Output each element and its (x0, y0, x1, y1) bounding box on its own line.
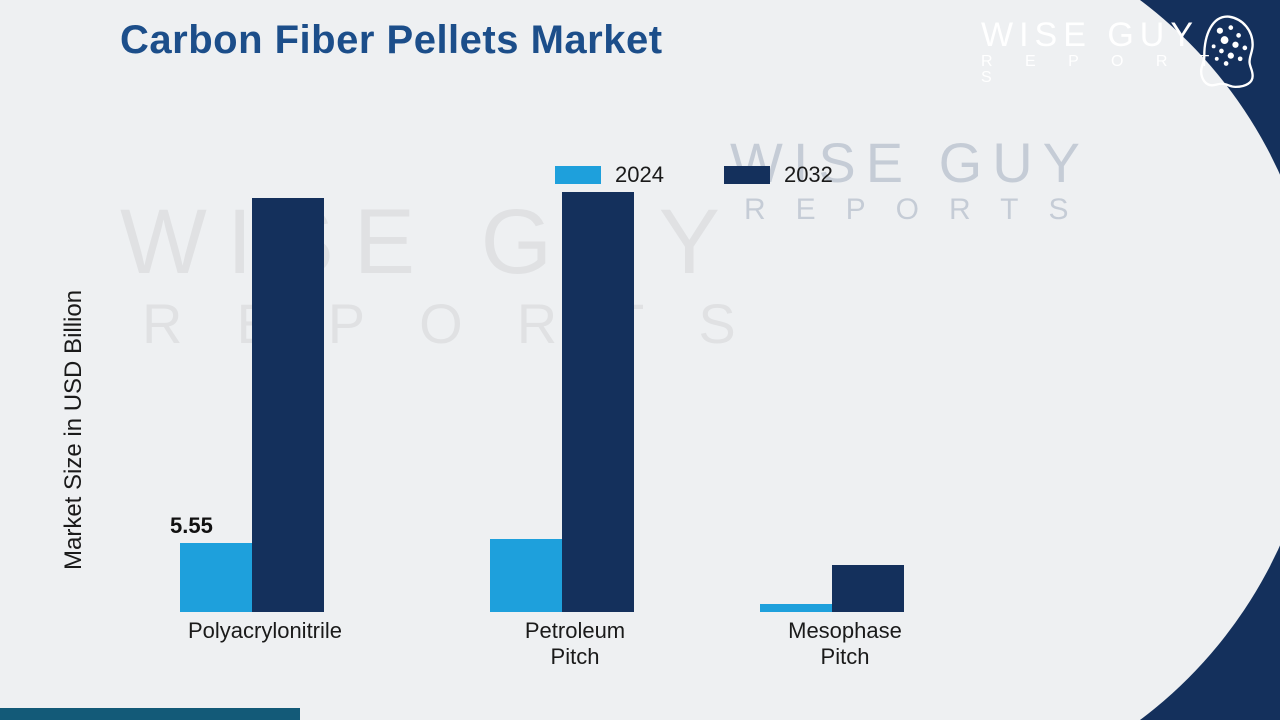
bar-2024 (760, 604, 832, 612)
legend-swatch-2024 (555, 166, 601, 184)
x-axis-label: Polyacrylonitrile (165, 618, 365, 644)
y-axis-label: Market Size in USD Billion (60, 290, 88, 570)
bar-2024 (180, 543, 252, 612)
legend-item-2032: 2032 (724, 162, 833, 188)
legend: 2024 2032 (555, 162, 833, 188)
chart-stage: WISE GUY REPORTS WISE GUY REPORTS Carbon… (0, 0, 1280, 720)
legend-label-2032: 2032 (784, 162, 833, 188)
x-axis-label: PetroleumPitch (475, 618, 675, 671)
legend-swatch-2032 (724, 166, 770, 184)
brand-logo: WISE GUY R E P O R T S (981, 18, 1256, 86)
bar-2032 (562, 192, 634, 612)
bar-2032 (252, 198, 324, 612)
legend-label-2024: 2024 (615, 162, 664, 188)
legend-item-2024: 2024 (555, 162, 664, 188)
chart-title: Carbon Fiber Pellets Market (120, 18, 663, 63)
plot-area: 5.55PolyacrylonitrilePetroleumPitchMesop… (120, 192, 940, 612)
x-axis-label: MesophasePitch (745, 618, 945, 671)
brand-head-icon (1184, 12, 1262, 90)
bottom-accent-bar (0, 708, 300, 720)
bar-2024 (490, 539, 562, 612)
value-label: 5.55 (170, 513, 213, 539)
bar-2032 (832, 565, 904, 612)
